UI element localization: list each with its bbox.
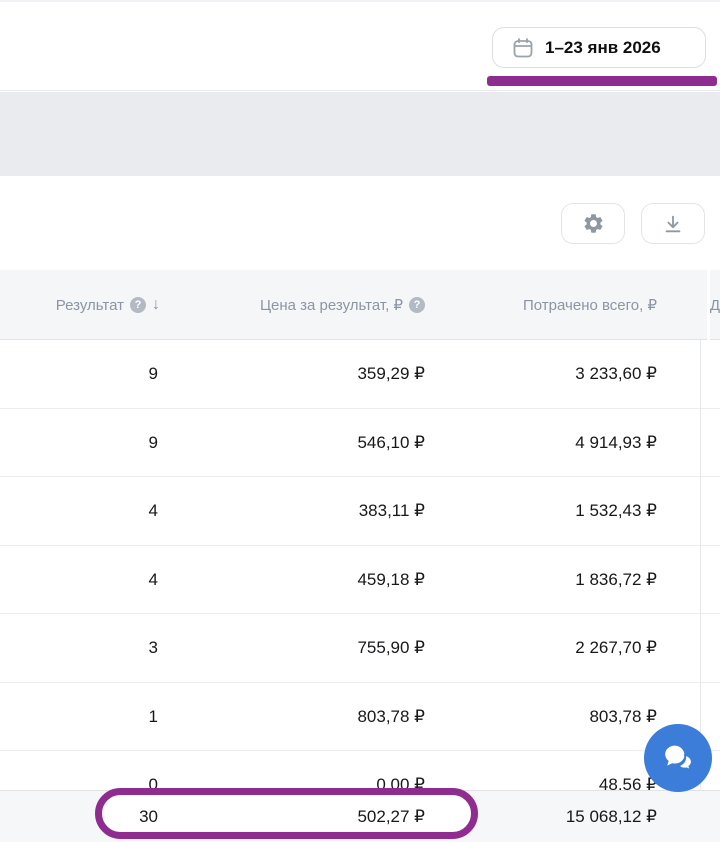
table-row[interactable]: 0 0,00 ₽ 48,56 ₽ [0,751,720,790]
chat-bubbles-icon [665,745,693,772]
column-header-result[interactable]: Результат ? ↓ [0,270,160,340]
column-label: Цена за результат, ₽ [259,297,403,314]
question-circle-icon[interactable]: ? [409,297,425,313]
cell-result: 4 [148,501,158,521]
cell-result: 9 [148,432,158,452]
table-row[interactable]: 4 383,11 ₽ 1 532,43 ₽ [0,477,720,546]
cell-result: 0 [148,775,158,790]
column-label: Д [709,296,720,314]
question-circle-icon[interactable]: ? [130,297,146,313]
cell-result: 9 [148,364,158,384]
cell-total-spent: 2 267,70 ₽ [575,638,657,658]
cell-cost-per-result: 383,11 ₽ [358,501,425,521]
cell-result: 1 [148,706,158,726]
cell-total-spent: 1 836,72 ₽ [575,569,657,589]
table-body: 9 359,29 ₽ 3 233,60 ₽ 9 546,10 ₽ 4 914,93 ₽ 4 3… [0,340,720,790]
download-button[interactable] [641,203,705,244]
cell-cost-per-result: 0,00 ₽ [376,775,425,790]
column-header-total-spent[interactable]: Потрачено всего, ₽ [450,270,657,340]
cell-cost-per-result: 755,90 ₽ [357,638,425,658]
column-label: Результат [55,296,124,314]
cell-cost-per-result: 459,18 ₽ [357,569,425,589]
cell-total-spent: 803,78 ₽ [589,706,657,726]
chat-button[interactable] [644,724,712,792]
table-header: Результат ? ↓ Цена за результат, ₽ ? Пот… [0,270,720,340]
table-toolbar [0,176,720,270]
summary-result: 30 [139,806,158,826]
cell-total-spent: 48,56 ₽ [598,775,657,790]
cell-cost-per-result: 546,10 ₽ [357,432,425,452]
cell-total-spent: 3 233,60 ₽ [575,364,657,384]
table-row[interactable]: 9 546,10 ₽ 4 914,93 ₽ [0,408,720,477]
cell-total-spent: 1 532,43 ₽ [575,501,657,521]
calendar-icon [513,37,533,57]
header-band: 1–23 янв 2026 [0,2,720,91]
date-range-label: 1–23 янв 2026 [545,37,661,57]
collapsed-panel-band [0,92,720,176]
column-header-cut[interactable]: Д [694,270,720,340]
summary-total-spent: 15 068,12 ₽ [565,806,657,826]
settings-button[interactable] [561,203,625,244]
table-row[interactable]: 1 803,78 ₽ 803,78 ₽ [0,682,720,751]
cell-result: 3 [148,638,158,658]
column-divider [707,270,710,340]
date-range-button[interactable]: 1–23 янв 2026 [492,27,706,68]
cell-cost-per-result: 803,78 ₽ [357,706,425,726]
download-icon [665,215,681,232]
column-label: Потрачено всего, ₽ [523,297,657,314]
top-divider [0,0,720,2]
summary-cost-per-result: 502,27 ₽ [357,806,425,826]
annotation-underline [487,76,717,86]
gear-icon [584,214,602,233]
sort-descending-icon: ↓ [152,296,160,313]
summary-row: 30 502,27 ₽ 15 068,12 ₽ [0,788,720,842]
column-header-cost-per-result[interactable]: Цена за результат, ₽ ? [180,270,425,340]
table-row[interactable]: 4 459,18 ₽ 1 836,72 ₽ [0,545,720,614]
cell-result: 4 [148,569,158,589]
column-divider [700,340,701,790]
cell-total-spent: 4 914,93 ₽ [575,432,657,452]
annotation-highlight-oval [95,788,478,839]
table-row[interactable]: 3 755,90 ₽ 2 267,70 ₽ [0,614,720,683]
table-row[interactable]: 9 359,29 ₽ 3 233,60 ₽ [0,340,720,409]
cell-cost-per-result: 359,29 ₽ [357,364,425,384]
